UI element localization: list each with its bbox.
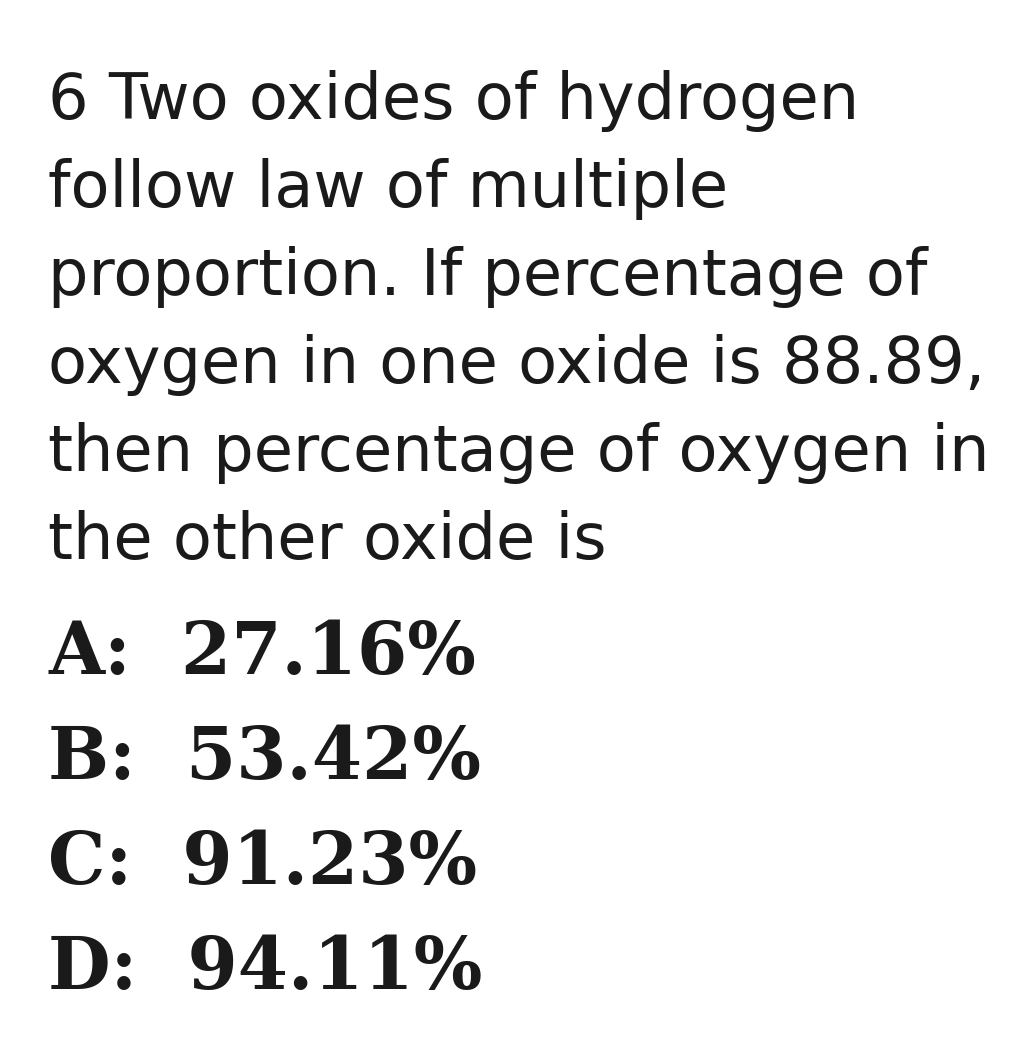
Text: 6 Two oxides of hydrogen: 6 Two oxides of hydrogen <box>48 70 859 132</box>
Text: C:  91.23%: C: 91.23% <box>48 828 477 899</box>
Text: A:  27.16%: A: 27.16% <box>48 618 476 689</box>
Text: the other oxide is: the other oxide is <box>48 510 606 572</box>
Text: then percentage of oxygen in: then percentage of oxygen in <box>48 422 989 484</box>
Text: proportion. If percentage of: proportion. If percentage of <box>48 246 928 308</box>
Text: follow law of multiple: follow law of multiple <box>48 158 728 220</box>
Text: B:  53.42%: B: 53.42% <box>48 723 481 794</box>
Text: oxygen in one oxide is 88.89,: oxygen in one oxide is 88.89, <box>48 334 985 396</box>
Text: D:  94.11%: D: 94.11% <box>48 933 482 1004</box>
